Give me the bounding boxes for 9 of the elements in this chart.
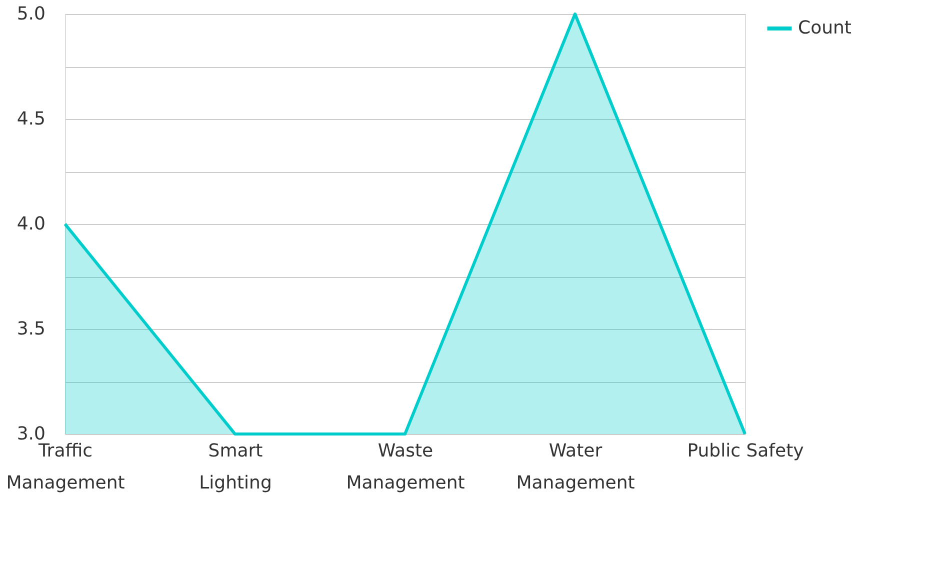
- x-tick-label: Smart Lighting: [199, 440, 272, 494]
- y-tick-label: 3.5: [16, 318, 46, 340]
- x-tick-label: Water Management: [516, 440, 635, 494]
- y-tick-label: 4.5: [16, 108, 46, 130]
- x-tick-label: Waste Management: [346, 440, 465, 494]
- x-tick-label: Public Safety: [687, 440, 804, 462]
- legend-label: Count: [798, 18, 852, 38]
- y-tick-label: 5.0: [16, 4, 46, 24]
- y-tick-label: 4.0: [16, 214, 46, 234]
